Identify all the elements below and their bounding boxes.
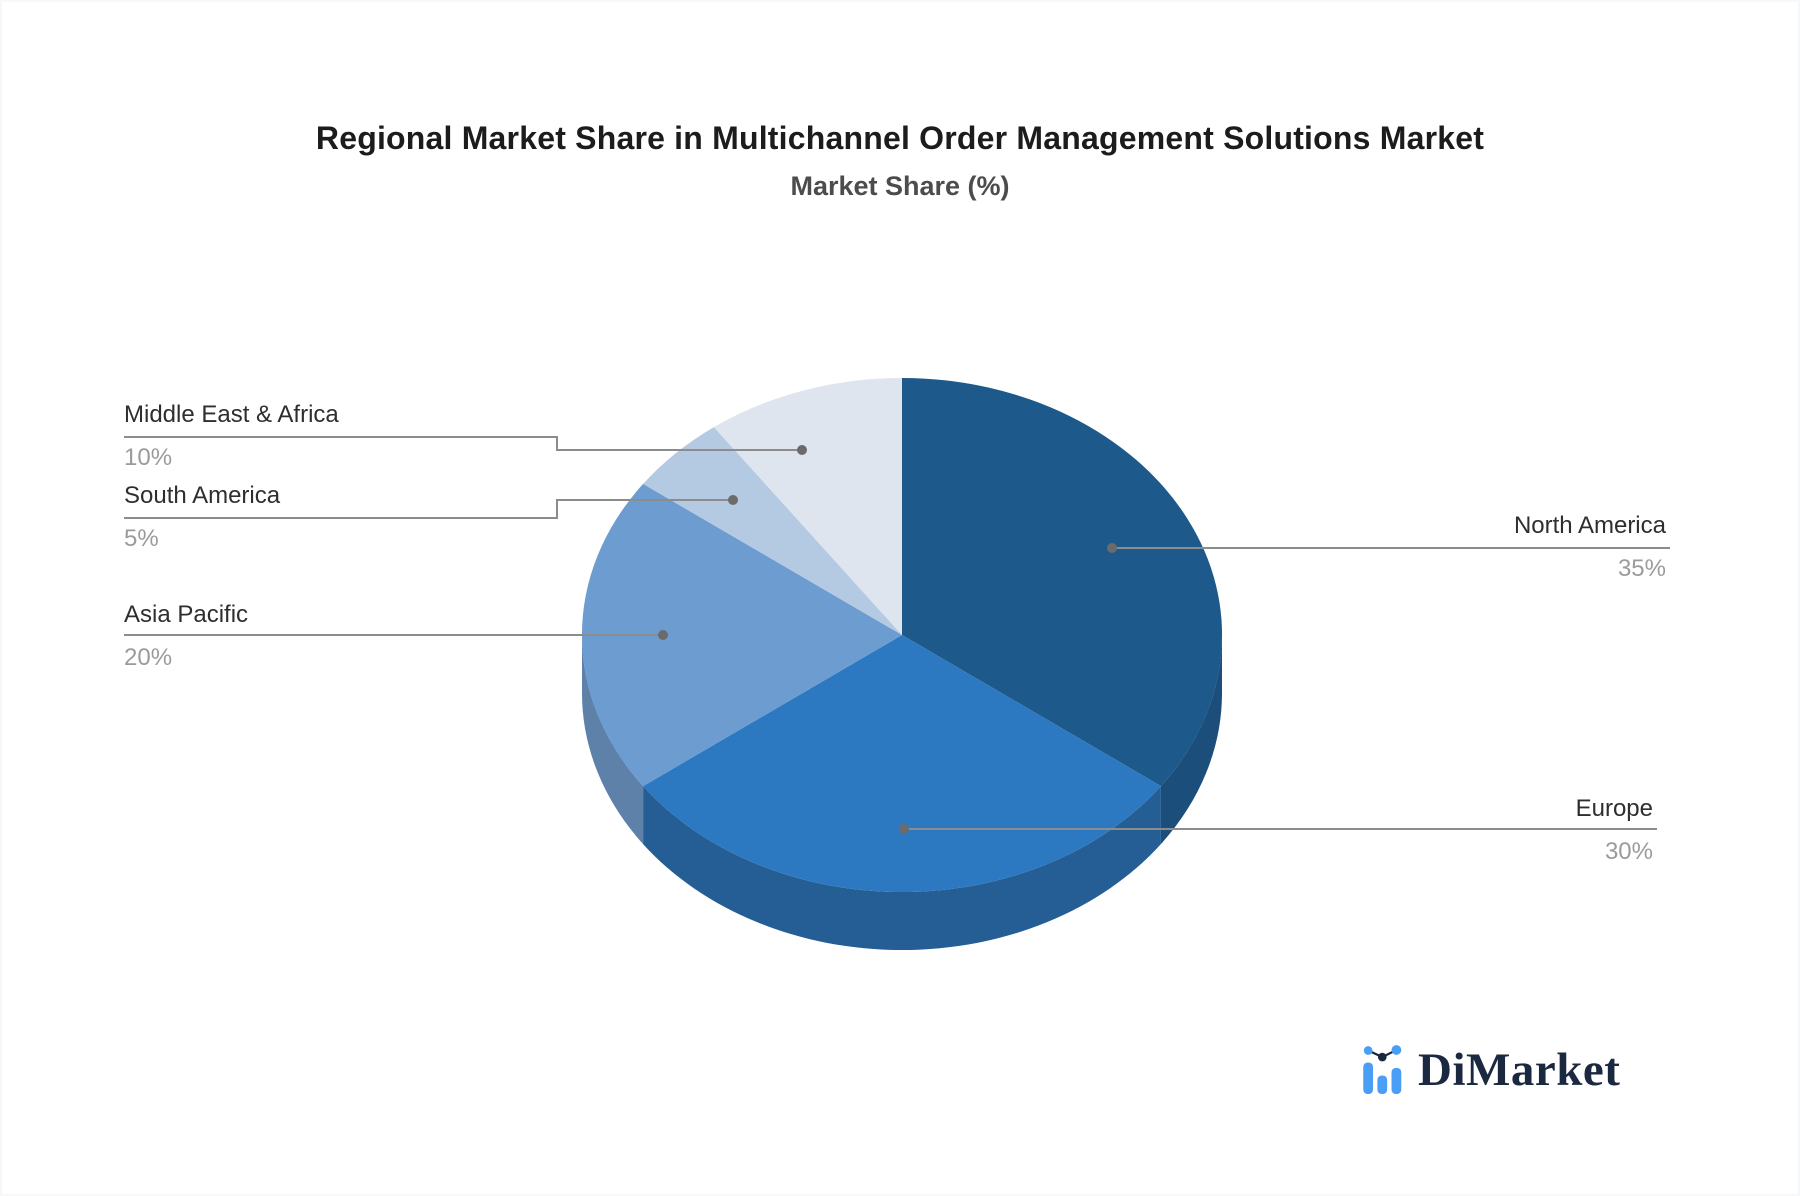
slice-label-name: Europe — [1575, 795, 1653, 822]
slice-label-value: 10% — [124, 444, 173, 471]
bar-chart-logo-icon — [1363, 1045, 1402, 1094]
leader-dot-north-america — [1107, 543, 1117, 553]
slice-label-name: Middle East & Africa — [124, 401, 339, 428]
slice-label-south-america: South America 5% — [124, 481, 280, 554]
pie-slice-middle-east-africa[interactable] — [713, 378, 902, 635]
leader-dot-asia-pacific — [658, 630, 668, 640]
leader-line-middle-east-africa — [124, 436, 802, 451]
slice-label-north-america: North America 35% — [1514, 511, 1666, 584]
pie-slice-north-america[interactable] — [902, 378, 1223, 787]
pie-wall-europe — [643, 786, 1161, 951]
pie-slice-asia-pacific[interactable] — [581, 483, 902, 787]
slice-label-value: 30% — [1604, 838, 1653, 865]
leader-dot-south-america — [728, 495, 738, 505]
pie-wall-asia-pacific — [582, 635, 644, 845]
brand-logo-text: DiMarket — [1418, 1044, 1621, 1096]
chart-subtitle: Market Share (%) — [790, 171, 1010, 201]
leader-dot-middle-east-africa — [797, 445, 807, 455]
slice-label-name: Asia Pacific — [124, 601, 249, 628]
slice-label-europe: Europe 30% — [1576, 794, 1653, 867]
brand-logo: DiMarket — [1362, 1042, 1620, 1094]
slice-label-value: 20% — [124, 644, 173, 671]
pie-wall-north-america — [1160, 635, 1222, 845]
slice-label-middle-east-africa: Middle East & Africa 10% — [124, 400, 339, 473]
slice-label-asia-pacific: Asia Pacific 20% — [124, 600, 248, 673]
leader-line-south-america — [124, 499, 733, 519]
slice-label-value: 5% — [124, 525, 159, 552]
pie-slice-south-america[interactable] — [643, 427, 902, 635]
chart-title: Regional Market Share in Multichannel Or… — [315, 120, 1485, 156]
slice-label-name: South America — [124, 482, 281, 509]
pie-slice-europe[interactable] — [643, 635, 1161, 893]
slice-label-name: North America — [1513, 512, 1666, 539]
leader-dot-europe — [899, 824, 909, 834]
slice-label-value: 35% — [1617, 555, 1666, 582]
